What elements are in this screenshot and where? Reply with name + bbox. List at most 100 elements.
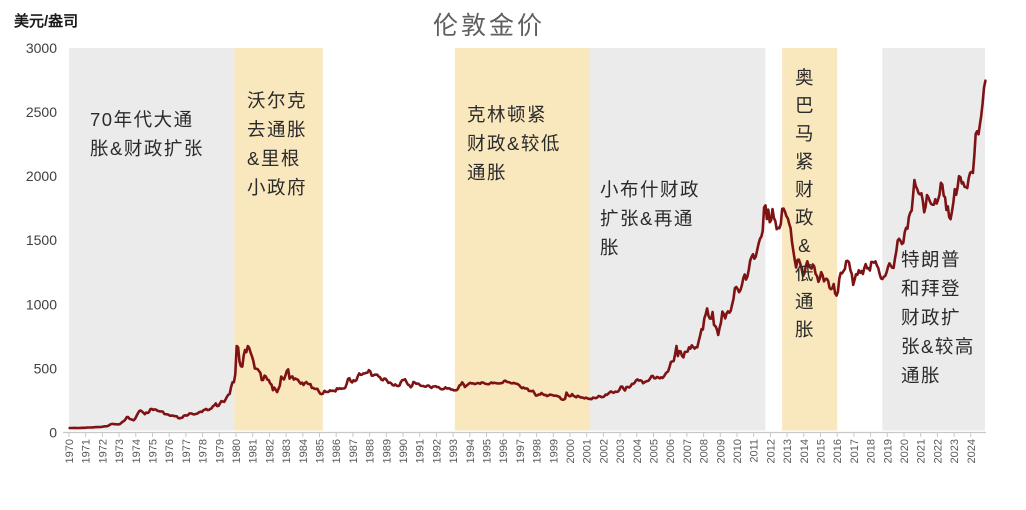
x-tick-label: 1997 bbox=[515, 439, 527, 463]
band-annotation-line: 财 bbox=[795, 179, 814, 200]
band-annotation-line: 巴 bbox=[795, 95, 814, 116]
x-tick-label: 1982 bbox=[264, 439, 276, 463]
x-tick-label: 1974 bbox=[131, 439, 143, 463]
band-annotation-line: 低 bbox=[795, 263, 814, 284]
x-tick-label: 1977 bbox=[181, 439, 193, 463]
band-annotation-line: 通胀 bbox=[901, 365, 942, 386]
band-annotation-line: 奥 bbox=[795, 67, 814, 88]
band-annotation-line: 政 bbox=[795, 207, 814, 228]
band-annotation-line: 财政扩 bbox=[901, 307, 962, 328]
band-annotation-line: 胀 bbox=[600, 237, 621, 258]
band-annotation-line: & bbox=[798, 235, 811, 256]
band-annotation-5: 特朗普和拜登财政扩张&较高通胀 bbox=[901, 245, 975, 390]
x-tick-label: 1975 bbox=[148, 439, 160, 463]
y-tick-label: 1000 bbox=[26, 296, 57, 312]
x-tick-label: 1972 bbox=[97, 439, 109, 463]
x-tick-label: 2024 bbox=[966, 439, 978, 463]
x-tick-label: 2017 bbox=[849, 439, 861, 463]
band-annotation-line: 小政府 bbox=[247, 177, 308, 198]
band-annotation-line: 张&较高 bbox=[901, 336, 975, 357]
x-tick-label: 2000 bbox=[565, 439, 577, 463]
x-tick-label: 1970 bbox=[64, 439, 76, 463]
x-tick-label: 2014 bbox=[799, 439, 811, 463]
x-tick-label: 1991 bbox=[415, 439, 427, 463]
y-tick-label: 1500 bbox=[26, 232, 57, 248]
band-annotation-1: 沃尔克 去通胀 &里根 小政府 bbox=[247, 86, 307, 202]
x-tick-label: 2009 bbox=[715, 439, 727, 463]
x-tick-label: 1976 bbox=[164, 439, 176, 463]
band-annotation-line: 胀&财政扩张 bbox=[90, 138, 204, 159]
x-tick-label: 1999 bbox=[548, 439, 560, 463]
x-tick-label: 2001 bbox=[582, 439, 594, 463]
x-tick-label: 1973 bbox=[114, 439, 126, 463]
x-tick-label: 2021 bbox=[916, 439, 928, 463]
x-tick-label: 2006 bbox=[665, 439, 677, 463]
band-annotation-2: 克林顿紧财政&较低通胀 bbox=[467, 100, 561, 187]
x-tick-label: 2016 bbox=[832, 439, 844, 463]
x-tick-label: 1995 bbox=[482, 439, 494, 463]
y-tick-label: 3000 bbox=[26, 40, 57, 56]
x-tick-label: 1992 bbox=[431, 439, 443, 463]
y-axis-title: 美元/盎司 bbox=[14, 13, 79, 30]
x-tick-label: 2023 bbox=[949, 439, 961, 463]
x-tick-label: 2022 bbox=[932, 439, 944, 463]
band-annotation-line: &里根 bbox=[247, 148, 301, 169]
x-tick-label: 2003 bbox=[615, 439, 627, 463]
gold-price-series-line bbox=[68, 79, 987, 430]
x-tick-label: 2007 bbox=[682, 439, 694, 463]
x-tick-label: 1998 bbox=[532, 439, 544, 463]
band-annotation-line: 紧 bbox=[795, 151, 814, 172]
band-annotation-line: 70年代大通 bbox=[90, 109, 194, 130]
chart-title: 伦敦金价 bbox=[433, 12, 546, 40]
band-annotation-line: 去通胀 bbox=[247, 119, 308, 140]
band-annotation-line: 胀 bbox=[795, 319, 814, 340]
x-tick-label: 1988 bbox=[365, 439, 377, 463]
band-annotation-line: 小布什财政 bbox=[600, 179, 701, 200]
y-tick-label: 2500 bbox=[26, 104, 57, 120]
x-tick-label: 1979 bbox=[214, 439, 226, 463]
policy-band-2 bbox=[454, 48, 591, 431]
x-tick-label: 1971 bbox=[81, 439, 93, 463]
x-tick-label: 1993 bbox=[448, 439, 460, 463]
band-annotation-line: 克林顿紧 bbox=[467, 104, 548, 125]
x-tick-label: 1985 bbox=[315, 439, 327, 463]
band-annotation-line: 通 bbox=[795, 291, 814, 312]
policy-band-1 bbox=[234, 48, 323, 431]
x-tick-label: 1989 bbox=[381, 439, 393, 463]
band-annotation-line: 特朗普 bbox=[901, 249, 962, 270]
x-tick-label: 2008 bbox=[699, 439, 711, 463]
x-tick-label: 2018 bbox=[866, 439, 878, 463]
band-annotation-3: 小布什财政扩张&再通胀 bbox=[600, 175, 700, 262]
x-tick-label: 2005 bbox=[649, 439, 661, 463]
x-tick-label: 2011 bbox=[749, 439, 761, 463]
x-tick-label: 2015 bbox=[816, 439, 828, 463]
x-tick-label: 2012 bbox=[765, 439, 777, 463]
band-annotation-4: 奥巴马紧财政 & 低通胀 bbox=[795, 64, 814, 344]
y-tick-label: 500 bbox=[34, 360, 58, 376]
x-tick-label: 1996 bbox=[498, 439, 510, 463]
x-tick-label: 2013 bbox=[782, 439, 794, 463]
band-annotation-line: 和拜登 bbox=[901, 278, 962, 299]
policy-band-3 bbox=[590, 48, 766, 431]
x-tick-label: 1981 bbox=[248, 439, 260, 463]
x-tick-label: 1986 bbox=[331, 439, 343, 463]
policy-band-0 bbox=[69, 48, 235, 431]
band-annotation-line: 马 bbox=[795, 123, 814, 144]
x-tick-label: 2010 bbox=[732, 439, 744, 463]
y-tick-label: 2000 bbox=[26, 168, 57, 184]
x-tick-label: 1990 bbox=[398, 439, 410, 463]
x-tick-label: 2019 bbox=[882, 439, 894, 463]
band-annotation-line: 通胀 bbox=[467, 162, 508, 183]
y-tick-label: 0 bbox=[49, 425, 57, 441]
x-tick-label: 2004 bbox=[632, 439, 644, 463]
x-tick-label: 1980 bbox=[231, 439, 243, 463]
x-tick-label: 2002 bbox=[598, 439, 610, 463]
band-annotation-line: 财政&较低 bbox=[467, 133, 561, 154]
band-annotation-line: 扩张&再通 bbox=[600, 208, 694, 229]
band-annotation-0: 70年代大通 胀&财政扩张 bbox=[90, 105, 204, 163]
x-tick-label: 1984 bbox=[298, 439, 310, 463]
x-tick-label: 1994 bbox=[465, 439, 477, 463]
x-tick-label: 1987 bbox=[348, 439, 360, 463]
